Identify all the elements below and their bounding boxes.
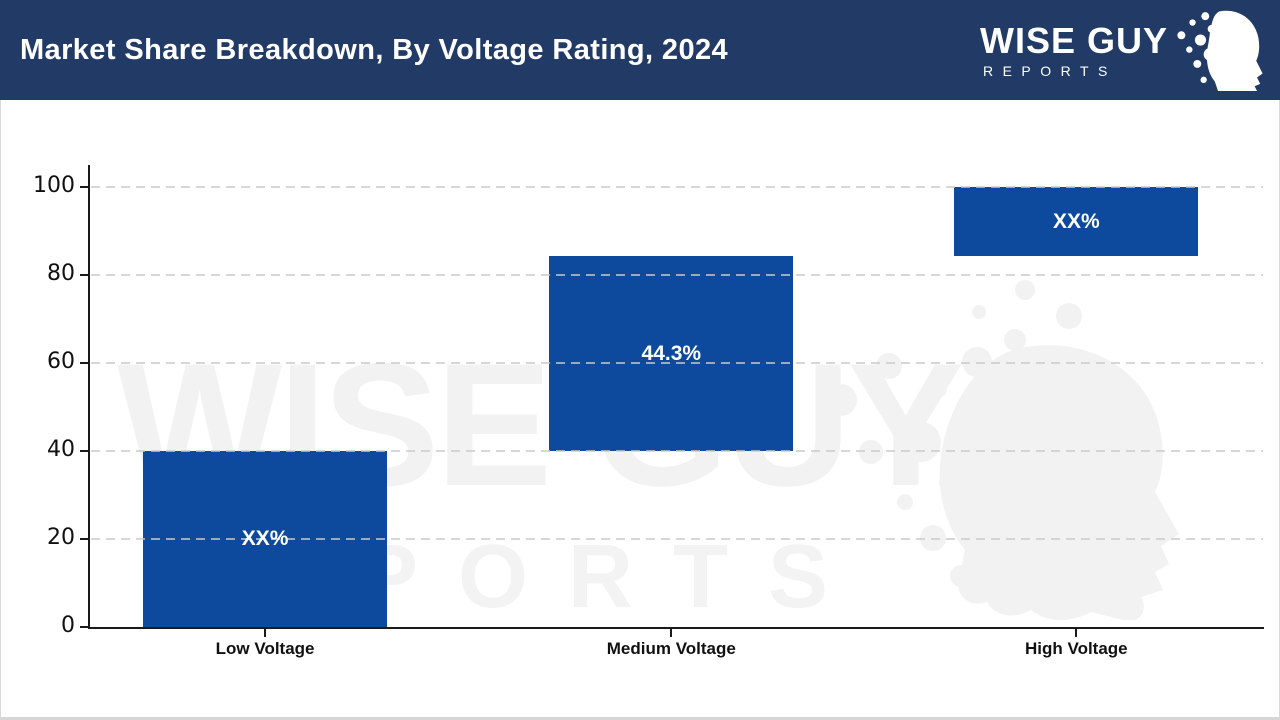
x-tick-label-0: Low Voltage	[215, 639, 315, 658]
brand-wordmark: WISE GUY	[979, 19, 1168, 61]
chart-area: WISE GUY REPORTS 0 20 40 60 80 100 XX% Low Volt…	[0, 100, 1280, 720]
x-tick-1	[670, 629, 673, 637]
bar-value-label: XX%	[241, 527, 289, 550]
y-tick-label-80: 80	[47, 261, 75, 286]
bar-value-label: XX%	[1052, 209, 1100, 233]
y-tick-60	[80, 362, 88, 364]
y-tick-0	[80, 626, 88, 628]
watermark-face-icon	[809, 220, 1189, 625]
y-tick-label-100: 100	[33, 173, 75, 198]
gridline-60	[91, 362, 1263, 364]
x-tick-2	[1075, 629, 1078, 637]
gridline-80	[91, 274, 1263, 276]
y-tick-label-20: 20	[47, 525, 75, 550]
brand-subtitle: REPORTS	[982, 62, 1117, 79]
y-axis-line	[88, 165, 90, 629]
y-tick-20	[80, 538, 88, 540]
y-tick-label-60: 60	[47, 349, 75, 374]
x-tick-label-1: Medium Voltage	[606, 639, 736, 658]
gridline-100	[91, 186, 1263, 188]
x-tick-label-2: High Voltage	[1025, 639, 1128, 658]
x-axis-line	[88, 627, 1264, 629]
chart-title: Market Share Breakdown, By Voltage Ratin…	[20, 33, 729, 66]
bar-value-label: 44.3%	[641, 341, 702, 365]
gridline-40	[91, 450, 1263, 452]
brand-face-icon	[1170, 5, 1266, 96]
bar-medium-voltage	[549, 256, 794, 451]
brand-logo-text: WISE GUY REPORTS	[979, 19, 1168, 79]
brand-logo: WISE GUY REPORTS	[980, 5, 1266, 96]
y-tick-label-40: 40	[47, 437, 75, 462]
y-tick-100	[80, 186, 88, 188]
header-banner: Market Share Breakdown, By Voltage Ratin…	[0, 0, 1280, 100]
gridline-20	[91, 538, 1263, 540]
y-tick-80	[80, 274, 88, 276]
y-tick-40	[80, 450, 88, 452]
bar-high-voltage	[954, 187, 1199, 257]
x-tick-0	[264, 629, 267, 637]
y-tick-label-0: 0	[61, 613, 75, 638]
